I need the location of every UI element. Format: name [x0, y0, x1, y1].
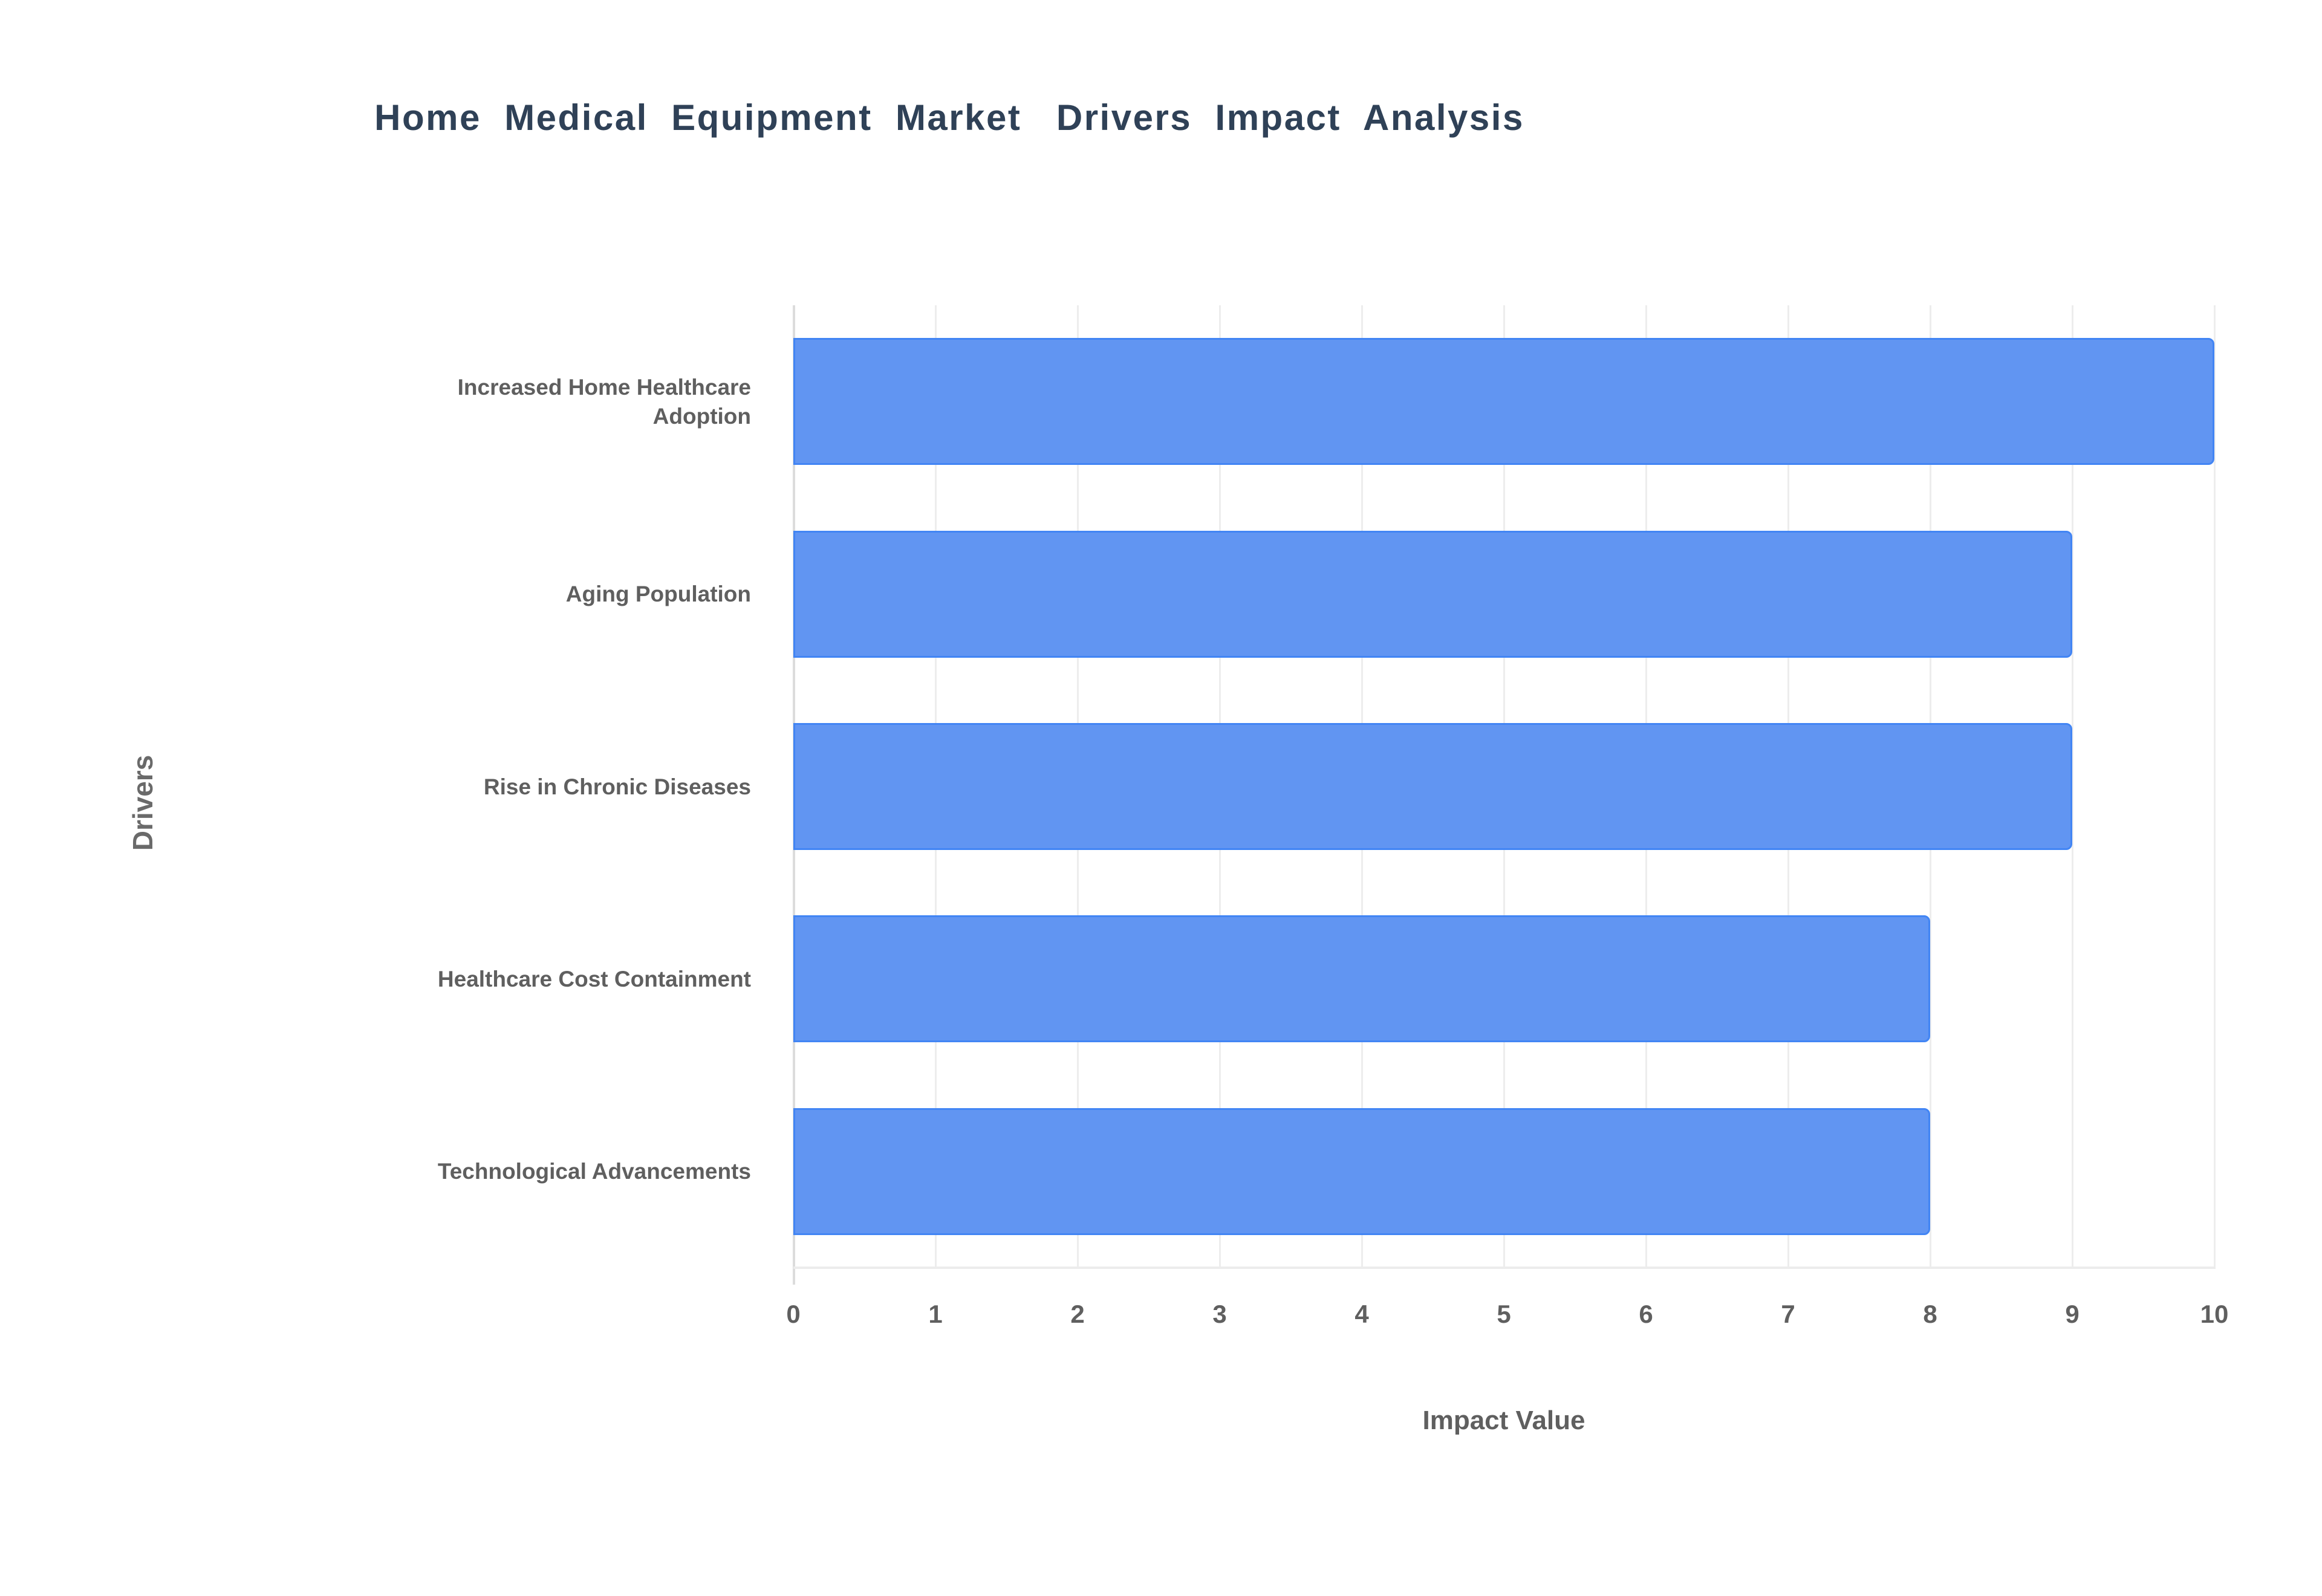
x-tick-label: 9 [2065, 1300, 2080, 1328]
x-axis-line [793, 1267, 2216, 1269]
bar-track [793, 338, 2214, 465]
x-tick-label: 6 [1639, 1300, 1653, 1328]
bar[interactable] [793, 915, 1930, 1043]
bar-track [793, 530, 2214, 658]
y-axis-tick-labels: Increased Home Healthcare Adoption Aging … [0, 305, 769, 1268]
bar[interactable] [793, 723, 2072, 850]
bar-track [793, 723, 2214, 850]
x-tick-label: 4 [1354, 1300, 1369, 1328]
y-tick-label: Technological Advancements [437, 1159, 751, 1184]
y-axis-title: Drivers [127, 754, 158, 851]
bar[interactable] [793, 338, 2214, 465]
chart-title: Home Medical Equipment Market Drivers Im… [374, 97, 1524, 138]
bar[interactable] [793, 530, 2072, 658]
bar-track [793, 1108, 2214, 1235]
x-tick-label: 8 [1923, 1300, 1937, 1328]
gridline-10 [2213, 305, 2216, 1268]
x-tick-label: 1 [928, 1300, 943, 1328]
x-tick-label: 3 [1212, 1300, 1227, 1328]
x-tick-label: 2 [1070, 1300, 1085, 1328]
x-axis-title: Impact Value [1422, 1406, 1585, 1435]
plot-area [793, 305, 2214, 1268]
x-tick-label: 0 [786, 1300, 801, 1328]
bar-track [793, 915, 2214, 1043]
x-tick-label: 5 [1497, 1300, 1511, 1328]
x-axis-tick-labels: 0 1 2 3 4 5 6 7 8 9 10 [786, 1300, 2228, 1342]
x-tick-label: 10 [2200, 1300, 2229, 1328]
bar[interactable] [793, 1108, 1930, 1235]
y-tick-label: Increased Home Healthcare Adoption [457, 375, 751, 429]
x-tick-label: 7 [1781, 1300, 1795, 1328]
gridline-9 [2071, 305, 2073, 1268]
y-tick-label: Aging Population [565, 582, 751, 607]
y-tick-label: Healthcare Cost Containment [437, 966, 751, 991]
y-tick-label: Rise in Chronic Diseases [483, 774, 751, 799]
